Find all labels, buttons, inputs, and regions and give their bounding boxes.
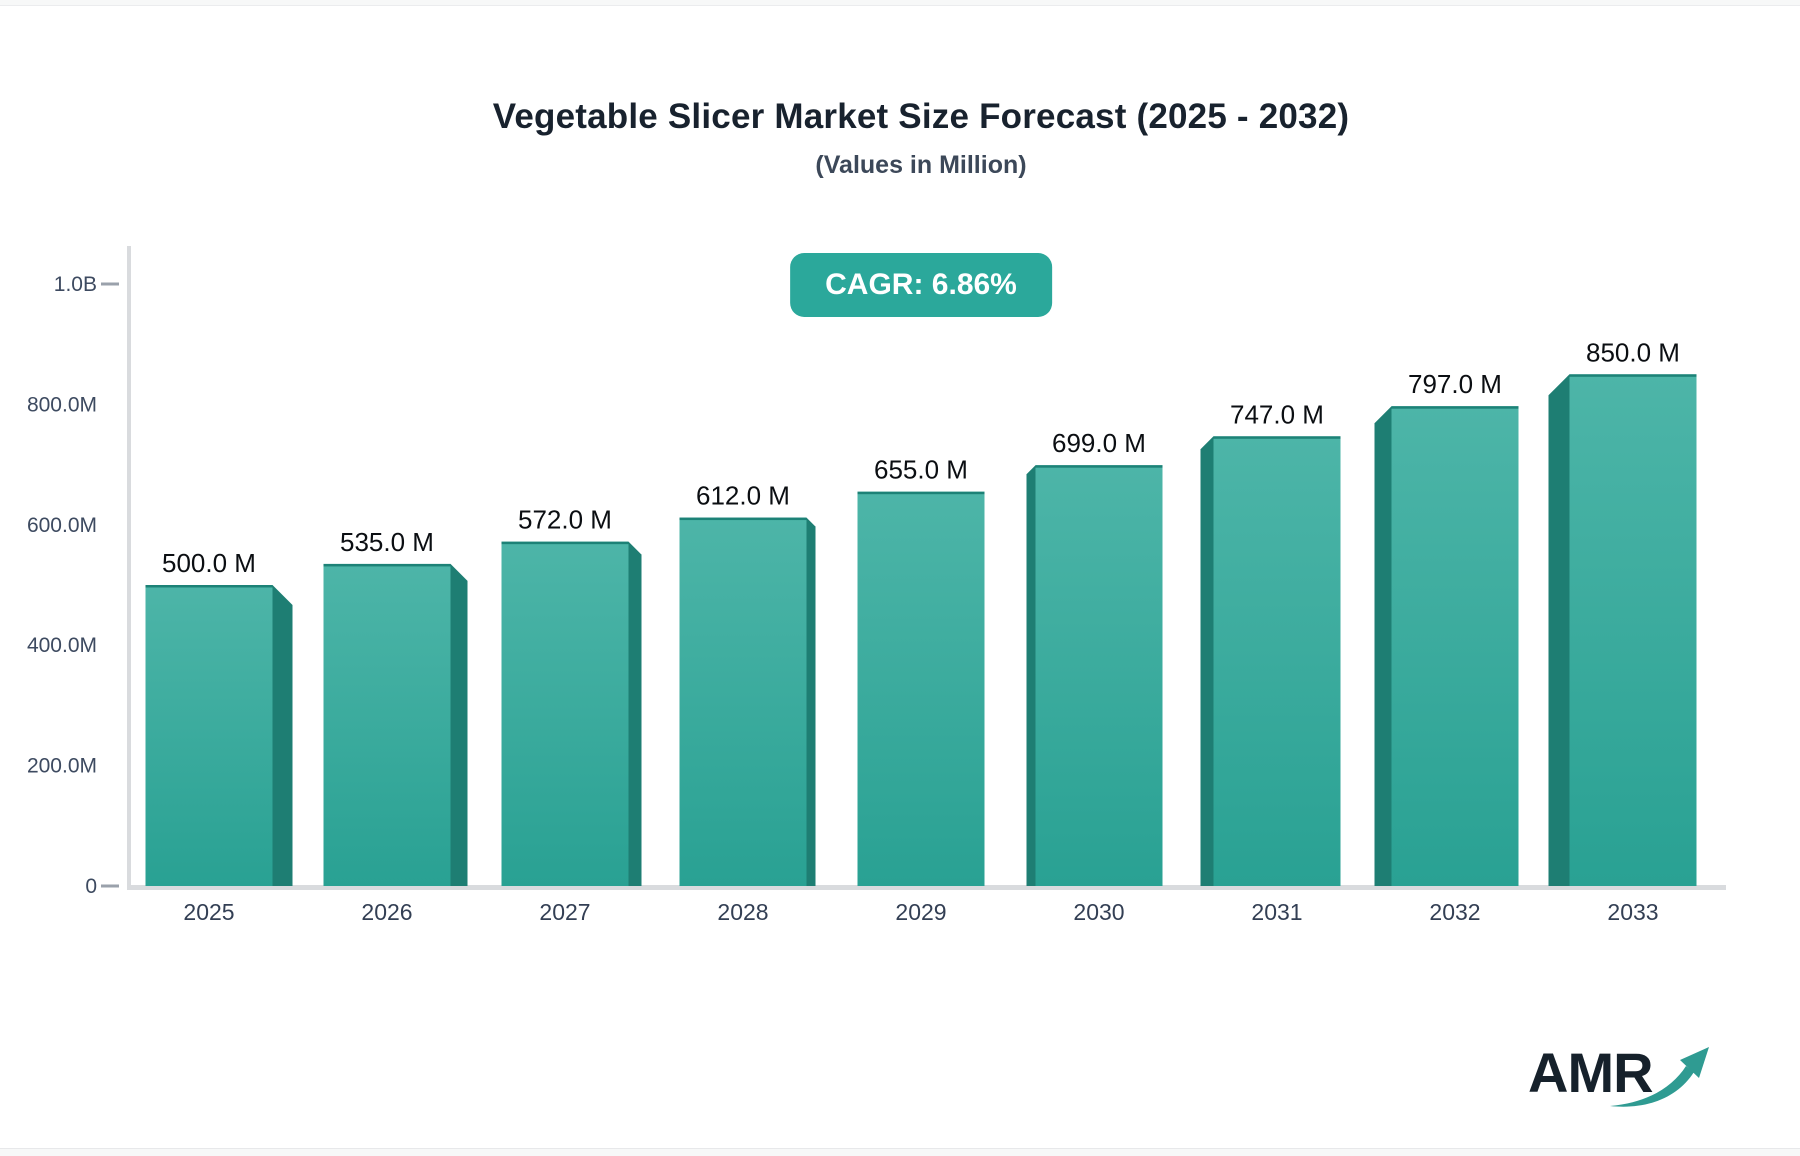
bar-2029 [857, 491, 985, 886]
y-axis-label: 600.0M [27, 514, 97, 537]
x-axis-label: 2025 [183, 899, 234, 925]
bar-value-label: 850.0 M [1586, 337, 1680, 367]
bar-value-label: 747.0 M [1230, 399, 1324, 429]
bar-value-label: 572.0 M [518, 505, 612, 535]
bar-top-edge-2026 [323, 563, 451, 567]
bar-top-edge-2025 [145, 585, 273, 588]
bar-side-2032 [1374, 406, 1392, 886]
x-axis-label: 2028 [717, 899, 768, 925]
y-axis-label: 400.0M [27, 634, 97, 657]
bar-2033 [1569, 374, 1697, 886]
bar-top-edge-2029 [857, 491, 985, 495]
bottom-edge-strip [0, 1148, 1800, 1156]
cagr-badge: CAGR: 6.86% [790, 253, 1052, 317]
bar-side-2031 [1200, 436, 1214, 886]
bar-value-label: 655.0 M [874, 455, 968, 485]
bar-top-edge-2030 [1035, 465, 1163, 468]
bar-value-label: 797.0 M [1408, 369, 1502, 399]
x-axis-label: 2033 [1607, 899, 1658, 925]
bar-value-label: 535.0 M [340, 527, 434, 557]
bar-top-edge-2027 [501, 541, 629, 545]
growth-arrow-icon [1610, 1047, 1709, 1107]
amr-logo-text: AMR [1528, 1041, 1654, 1104]
bar-2028 [679, 517, 807, 886]
bar-value-label: 699.0 M [1052, 428, 1146, 458]
x-axis-label: 2029 [895, 899, 946, 925]
chart-subtitle: (Values in Million) [815, 151, 1027, 179]
x-axis-label: 2031 [1251, 899, 1302, 925]
y-axis-label: 200.0M [27, 755, 97, 778]
bar-value-label: 500.0 M [162, 548, 256, 578]
bar-side-2033 [1548, 374, 1570, 886]
y-axis-label: 0 [85, 875, 97, 898]
y-axis-line [127, 246, 131, 890]
bar-2032 [1391, 406, 1519, 886]
bar-2031 [1213, 436, 1341, 886]
x-axis-label: 2026 [361, 899, 412, 925]
bar-top-edge-2028 [679, 517, 807, 521]
bar-side-2026 [450, 563, 468, 886]
bar-top-edge-2031 [1213, 436, 1341, 439]
x-axis-line [127, 885, 1726, 890]
bar-side-2027 [628, 541, 642, 886]
amr-logo: AMR [1528, 1036, 1728, 1120]
chart-title: Vegetable Slicer Market Size Forecast (2… [492, 97, 1350, 136]
x-axis-label: 2027 [539, 899, 590, 925]
bar-value-label: 612.0 M [696, 481, 790, 511]
bar-side-2030 [1026, 465, 1036, 886]
bar-2030 [1035, 465, 1163, 886]
y-axis-label: 1.0B [54, 273, 97, 296]
bar-top-edge-2032 [1391, 406, 1519, 409]
bar-2026 [323, 563, 451, 886]
bar-side-2028 [806, 517, 816, 886]
y-axis-label: 800.0M [27, 393, 97, 416]
top-edge-strip [0, 0, 1800, 6]
x-axis-label: 2030 [1073, 899, 1124, 925]
bar-2027 [501, 541, 629, 886]
x-axis-label: 2032 [1429, 899, 1480, 925]
bar-top-edge-2033 [1569, 374, 1697, 377]
bar-2025 [145, 585, 273, 886]
bar-side-2025 [272, 585, 293, 886]
